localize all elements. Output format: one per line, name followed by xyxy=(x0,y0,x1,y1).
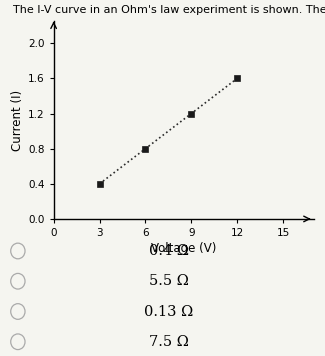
X-axis label: Voltage (V): Voltage (V) xyxy=(151,242,216,255)
Text: The I-V curve in an Ohm's law experiment is shown. The resistance of the sample : The I-V curve in an Ohm's law experiment… xyxy=(13,5,325,15)
Text: 0.13 Ω: 0.13 Ω xyxy=(144,304,194,319)
Text: 0.4 Ω: 0.4 Ω xyxy=(149,244,189,258)
Text: 7.5 Ω: 7.5 Ω xyxy=(149,335,189,349)
Y-axis label: Current (I): Current (I) xyxy=(11,90,24,151)
Text: 5.5 Ω: 5.5 Ω xyxy=(149,274,189,288)
